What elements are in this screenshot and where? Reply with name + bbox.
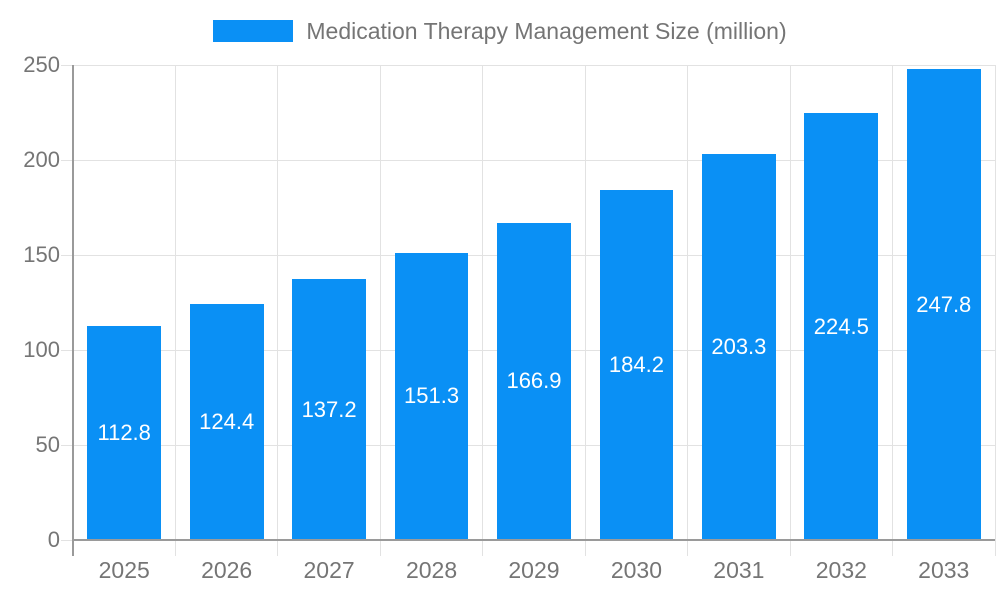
x-axis-tick-label: 2026 xyxy=(201,557,253,583)
plot-area: 0 50 100 150 200 250 112.8 2025 124.4 2026 137.2 20… xyxy=(23,52,996,583)
x-axis-tick-label: 2032 xyxy=(815,557,867,583)
bar-2027[interactable]: 137.2 xyxy=(292,279,366,540)
bar-value-label: 166.9 xyxy=(506,368,562,394)
bar-value-label: 247.8 xyxy=(916,291,972,317)
gridline-horizontal xyxy=(61,159,995,161)
bar-value-label: 137.2 xyxy=(301,396,357,422)
bar-2029[interactable]: 166.9 xyxy=(497,222,571,540)
gridline-vertical xyxy=(994,65,996,556)
bar-value-label: 184.2 xyxy=(608,352,664,377)
gridline-vertical xyxy=(379,65,381,556)
x-axis-tick-label: 2027 xyxy=(303,557,355,583)
y-axis-tick-label: 250 xyxy=(23,52,60,77)
gridline-vertical xyxy=(277,65,279,556)
x-axis-line xyxy=(72,539,995,541)
bar-2028[interactable]: 151.3 xyxy=(394,252,469,540)
bar-value-label: 203.3 xyxy=(711,333,767,359)
bar-2032[interactable]: 224.5 xyxy=(804,113,879,540)
y-axis-tick-label: 150 xyxy=(23,242,60,267)
gridline-vertical xyxy=(789,65,791,556)
x-axis-tick-label: 2033 xyxy=(918,557,970,583)
bar-2033[interactable]: 247.8 xyxy=(906,69,981,540)
y-axis-tick-label: 50 xyxy=(35,432,60,457)
x-axis-tick-label: 2029 xyxy=(508,557,560,583)
gridline-vertical xyxy=(584,65,586,556)
bar-value-label: 112.8 xyxy=(97,419,151,445)
y-axis-tick-label: 100 xyxy=(23,337,60,362)
bar-value-label: 224.5 xyxy=(813,313,869,339)
x-axis-tick-label: 2025 xyxy=(98,557,150,583)
y-axis-line xyxy=(72,65,74,556)
bar-2030[interactable]: 184.2 xyxy=(599,190,674,540)
x-axis-tick-label: 2030 xyxy=(610,557,663,583)
bar-2031[interactable]: 203.3 xyxy=(702,153,776,540)
bar-2025[interactable]: 112.8 xyxy=(87,325,162,540)
x-axis-tick-label: 2031 xyxy=(713,557,765,583)
bar-2026[interactable]: 124.4 xyxy=(189,303,264,540)
legend-swatch-icon xyxy=(213,20,294,42)
bar-value-label: 124.4 xyxy=(199,408,255,434)
y-axis-tick-label: 0 xyxy=(47,527,60,552)
gridline-horizontal xyxy=(61,64,995,66)
x-axis-tick-label: 2028 xyxy=(405,557,458,583)
y-axis-tick-label: 200 xyxy=(23,147,60,172)
legend-label: Medication Therapy Management Size (mill… xyxy=(306,17,787,44)
gridline-vertical xyxy=(174,65,176,556)
legend[interactable]: Medication Therapy Management Size (mill… xyxy=(0,14,1000,48)
gridline-vertical xyxy=(892,65,894,556)
gridline-vertical xyxy=(482,65,484,556)
gridline-vertical xyxy=(687,65,689,556)
bar-value-label: 151.3 xyxy=(404,383,460,409)
